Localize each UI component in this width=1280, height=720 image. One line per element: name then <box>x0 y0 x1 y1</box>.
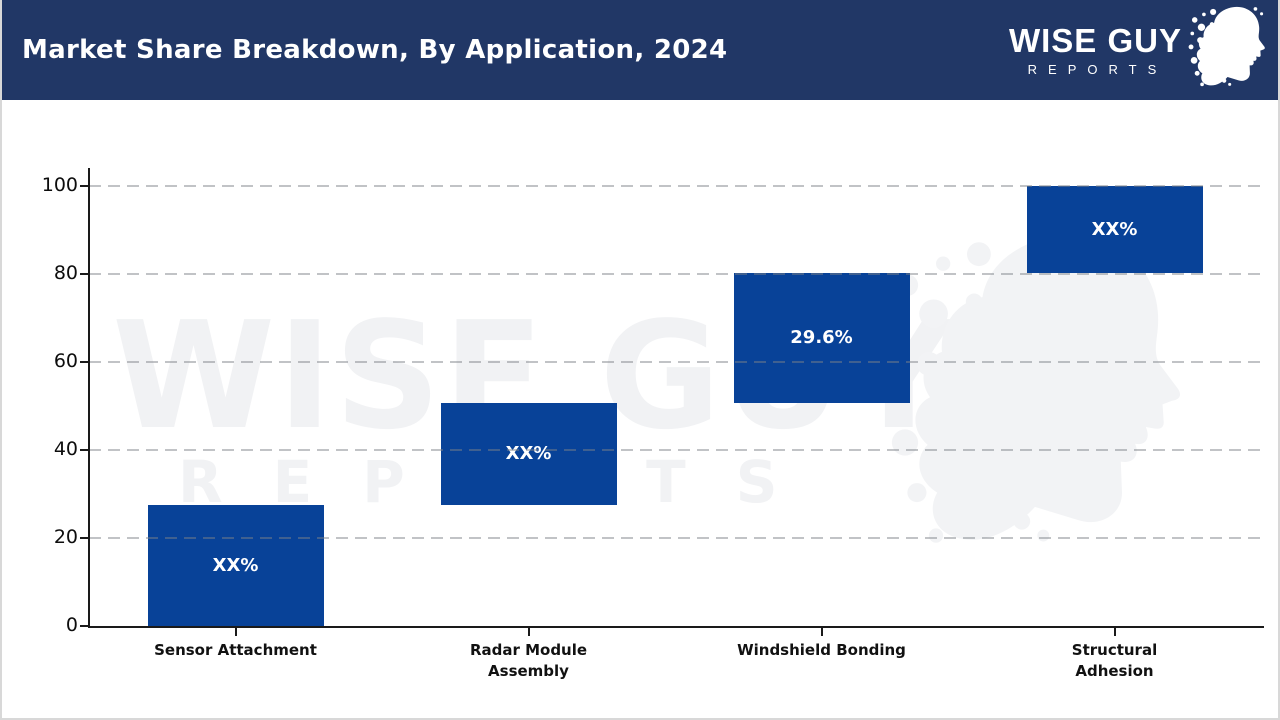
bar-structural-adhesion: XX% <box>1026 186 1203 273</box>
x-tick-mark <box>1113 628 1116 636</box>
x-tick-mark <box>820 628 823 636</box>
gridline-80 <box>89 273 1261 275</box>
bar-value-label: XX% <box>505 443 552 465</box>
y-tick-label: 0 <box>65 614 78 636</box>
brand-name: WISE GUY <box>1008 21 1182 59</box>
gridline-20 <box>89 537 1261 539</box>
x-axis-line <box>88 626 1264 628</box>
y-tick-mark <box>80 273 88 275</box>
page-title: Market Share Breakdown, By Application, … <box>22 35 728 65</box>
x-tick-mark <box>234 628 237 636</box>
brand-logo: WISE GUY REPORTS <box>1009 4 1268 96</box>
y-tick-mark <box>80 625 88 627</box>
header: Market Share Breakdown, By Application, … <box>2 0 1278 100</box>
x-category-label-line: Windshield Bonding <box>737 641 906 659</box>
x-category-label-line: Adhesion <box>1075 662 1154 680</box>
x-category-label-line: Assembly <box>488 662 569 680</box>
y-tick-mark <box>80 361 88 363</box>
bar-value-label: XX% <box>212 555 259 576</box>
brand-logo-text: WISE GUY REPORTS <box>1008 21 1182 77</box>
gridline-60 <box>89 361 1261 363</box>
bar-sensor-attachment: XX% <box>147 505 324 626</box>
bar-value-label: XX% <box>1091 218 1138 240</box>
gridline-100 <box>89 185 1261 187</box>
brand-subname: REPORTS <box>1027 61 1168 77</box>
y-tick-mark <box>80 449 88 451</box>
x-category-label: Sensor Attachment <box>96 640 376 661</box>
chart-area: WISE GUY REPORTS XX%Sensor AttachmentXX%… <box>2 100 1278 718</box>
y-tick-mark <box>80 537 88 539</box>
y-tick-mark <box>80 185 88 187</box>
x-category-label: Windshield Bonding <box>682 640 962 661</box>
bar-radar-module-assembly: XX% <box>440 402 617 505</box>
bar-windshield-bonding: 29.6% <box>733 272 910 403</box>
x-category-label-line: Sensor Attachment <box>154 641 317 659</box>
x-tick-mark <box>527 628 530 636</box>
y-axis-line <box>88 168 90 628</box>
x-category-label-line: Radar Module <box>469 641 588 659</box>
y-tick-label: 80 <box>53 262 78 284</box>
watermark-head-icon <box>874 222 1184 582</box>
y-tick-label: 40 <box>53 438 78 460</box>
y-tick-label: 20 <box>53 526 78 548</box>
x-category-label: Structural Adhesion <box>975 640 1255 682</box>
gridline-40 <box>89 449 1261 451</box>
x-category-label: Radar Module Assembly <box>389 640 669 682</box>
bar-value-label: 29.6% <box>790 327 853 349</box>
y-tick-label: 60 <box>53 350 78 372</box>
x-category-label-line: Structural <box>1071 641 1158 659</box>
y-tick-label: 100 <box>41 174 78 196</box>
head-profile-logo-icon <box>1184 4 1268 96</box>
